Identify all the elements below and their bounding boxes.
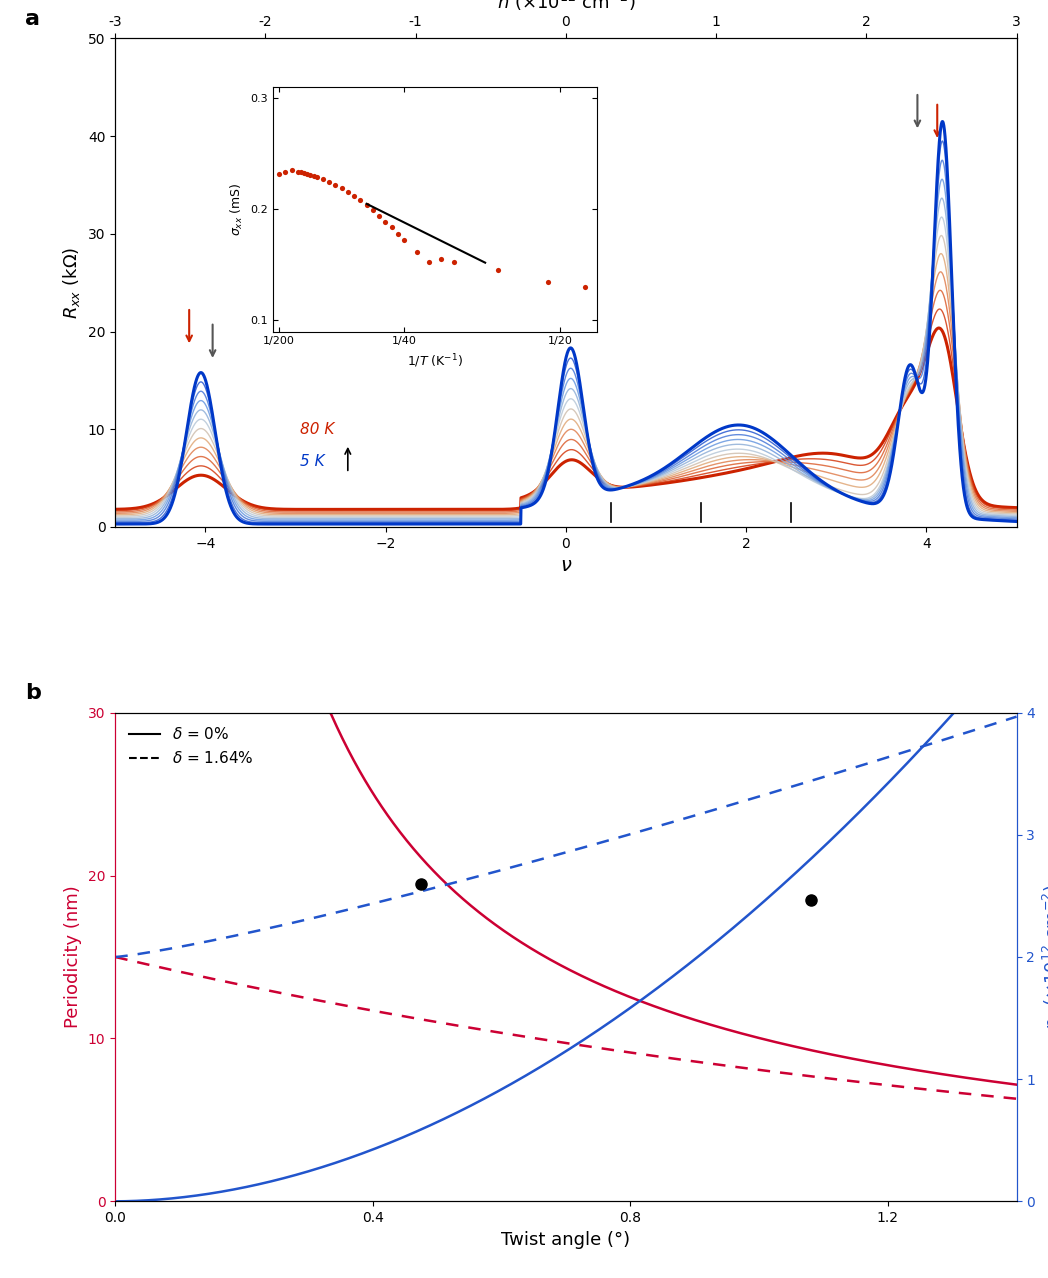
Text: a: a [25, 9, 40, 28]
X-axis label: Twist angle (°): Twist angle (°) [501, 1231, 631, 1249]
Text: 5 K: 5 K [300, 455, 325, 469]
Y-axis label: $R_{xx}$ (k$\Omega$): $R_{xx}$ (k$\Omega$) [62, 247, 83, 318]
Y-axis label: Periodicity (nm): Periodicity (nm) [64, 886, 83, 1029]
Text: 80 K: 80 K [300, 422, 334, 437]
X-axis label: $\nu$: $\nu$ [560, 556, 572, 575]
Y-axis label: $n_s$ ($\times 10^{12}$ cm$^{-2}$): $n_s$ ($\times 10^{12}$ cm$^{-2}$) [1041, 884, 1048, 1030]
Text: b: b [25, 682, 41, 703]
Legend: $\delta$ = 0%, $\delta$ = 1.64%: $\delta$ = 0%, $\delta$ = 1.64% [123, 721, 260, 772]
X-axis label: $n$ ($\times 10^{12}$ cm$^{-2}$): $n$ ($\times 10^{12}$ cm$^{-2}$) [497, 0, 635, 13]
